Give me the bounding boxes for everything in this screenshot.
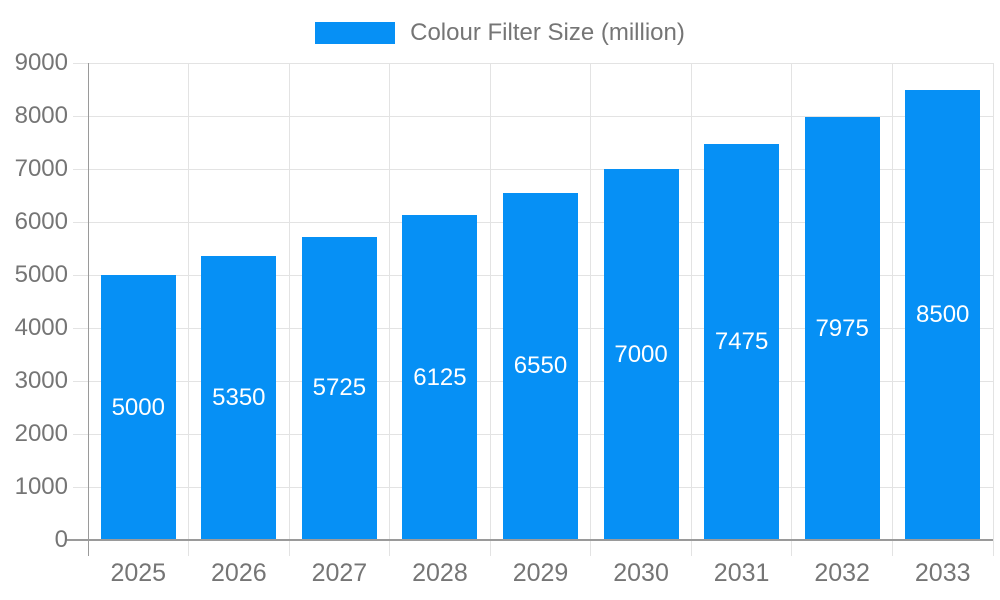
y-axis-tick-label: 7000 xyxy=(14,155,68,182)
x-gridline xyxy=(489,63,491,556)
x-gridline xyxy=(690,63,692,556)
x-axis-tick-label: 2029 xyxy=(512,559,569,587)
y-gridline xyxy=(73,62,993,64)
y-axis-tick-label: 8000 xyxy=(14,102,68,129)
bar-value-label: 7000 xyxy=(614,340,668,368)
y-gridline xyxy=(73,168,993,170)
x-axis-tick-label: 2032 xyxy=(814,559,870,587)
y-axis-tick-label: 9000 xyxy=(14,49,68,76)
x-gridline xyxy=(791,63,793,556)
y-axis-tick-label: 6000 xyxy=(14,208,68,235)
x-axis-tick-label: 2031 xyxy=(713,559,770,587)
chart-legend-item[interactable]: Colour Filter Size (million) xyxy=(0,19,1000,47)
bar-value-label: 5350 xyxy=(212,384,266,412)
bar-2025: 5000 xyxy=(100,275,176,540)
x-axis-tick-label: 2030 xyxy=(613,559,669,587)
x-gridline xyxy=(590,63,592,556)
bar-2028: 6125 xyxy=(402,215,478,540)
bar-value-label: 6550 xyxy=(513,352,568,380)
bar-2033: 8500 xyxy=(905,89,981,540)
bar-value-label: 8500 xyxy=(916,300,970,328)
x-axis-tick-label: 2026 xyxy=(211,559,267,587)
y-axis-tick-label: 4000 xyxy=(14,314,68,341)
bar-2027: 5725 xyxy=(301,236,377,540)
x-gridline xyxy=(188,63,190,556)
bar-value-label: 7475 xyxy=(714,327,769,355)
bar-value-label: 5000 xyxy=(111,393,165,421)
y-axis-tick-label: 1000 xyxy=(14,473,68,500)
bar-value-label: 7975 xyxy=(815,314,869,342)
x-axis-tick-label: 2027 xyxy=(311,559,368,587)
bar-2026: 5350 xyxy=(201,256,277,540)
y-axis-tick-label: 3000 xyxy=(14,367,68,394)
y-axis-tick-label: 5000 xyxy=(14,261,68,288)
x-axis-tick-label: 2025 xyxy=(110,559,167,587)
x-gridline xyxy=(389,63,391,556)
x-gridline xyxy=(992,63,994,556)
legend-label: Colour Filter Size (million) xyxy=(410,19,685,46)
x-gridline xyxy=(891,63,893,556)
bar-2029: 6550 xyxy=(503,192,578,540)
x-axis-tick-label: 2033 xyxy=(914,559,971,587)
x-gridline xyxy=(288,63,290,556)
legend-swatch xyxy=(315,22,396,44)
y-axis-tick-label: 0 xyxy=(54,526,68,553)
y-axis-tick-label: 2000 xyxy=(14,420,68,447)
x-axis-tick-label: 2028 xyxy=(412,559,468,587)
bar-value-label: 5725 xyxy=(312,374,367,402)
x-axis-line xyxy=(67,539,993,541)
y-axis-line xyxy=(87,63,89,556)
bar-value-label: 6125 xyxy=(413,363,467,391)
bar-2031: 7475 xyxy=(704,143,780,540)
bar-2030: 7000 xyxy=(603,169,679,540)
bar-2032: 7975 xyxy=(804,117,880,540)
y-gridline xyxy=(73,115,993,117)
